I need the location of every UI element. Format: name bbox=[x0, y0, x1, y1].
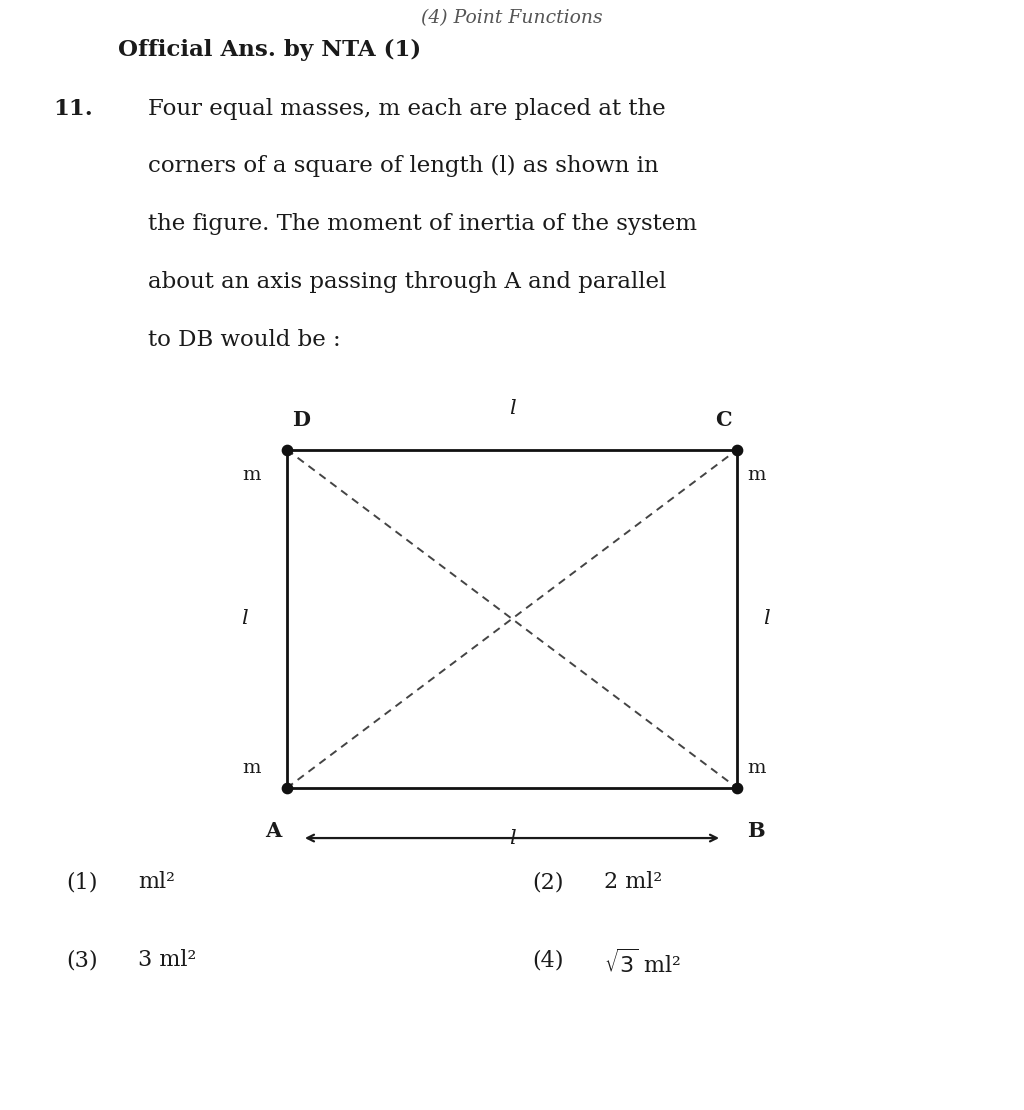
Point bbox=[729, 779, 745, 797]
Text: Four equal masses, m each are placed at the: Four equal masses, m each are placed at … bbox=[148, 98, 666, 120]
Text: ml²: ml² bbox=[138, 871, 175, 894]
Text: about an axis passing through A and parallel: about an axis passing through A and para… bbox=[148, 271, 667, 293]
Text: l: l bbox=[242, 609, 248, 628]
Text: m: m bbox=[748, 759, 766, 777]
Point bbox=[729, 441, 745, 458]
Text: corners of a square of length (l) as shown in: corners of a square of length (l) as sho… bbox=[148, 155, 659, 178]
Point bbox=[279, 441, 295, 458]
Text: (3): (3) bbox=[67, 949, 98, 971]
Text: l: l bbox=[763, 609, 769, 628]
Text: $\sqrt{3}$ ml²: $\sqrt{3}$ ml² bbox=[604, 949, 681, 978]
Text: l: l bbox=[509, 400, 515, 418]
Text: m: m bbox=[243, 466, 261, 484]
Text: C: C bbox=[716, 410, 732, 430]
Text: l: l bbox=[509, 828, 515, 848]
Text: (4): (4) bbox=[532, 949, 564, 971]
Text: Official Ans. by NTA (1): Official Ans. by NTA (1) bbox=[118, 39, 421, 61]
Text: m: m bbox=[243, 759, 261, 777]
Point bbox=[279, 779, 295, 797]
Text: 3 ml²: 3 ml² bbox=[138, 949, 197, 971]
Text: the figure. The moment of inertia of the system: the figure. The moment of inertia of the… bbox=[148, 213, 697, 235]
Text: (4) Point Functions: (4) Point Functions bbox=[421, 9, 603, 27]
Text: m: m bbox=[748, 466, 766, 484]
Text: (1): (1) bbox=[67, 871, 98, 894]
Text: 2 ml²: 2 ml² bbox=[604, 871, 663, 894]
Text: 11.: 11. bbox=[53, 98, 93, 120]
Text: D: D bbox=[292, 410, 310, 430]
Text: to DB would be :: to DB would be : bbox=[148, 329, 341, 351]
Text: (2): (2) bbox=[532, 871, 564, 894]
Text: A: A bbox=[265, 821, 282, 841]
Text: B: B bbox=[748, 821, 765, 841]
